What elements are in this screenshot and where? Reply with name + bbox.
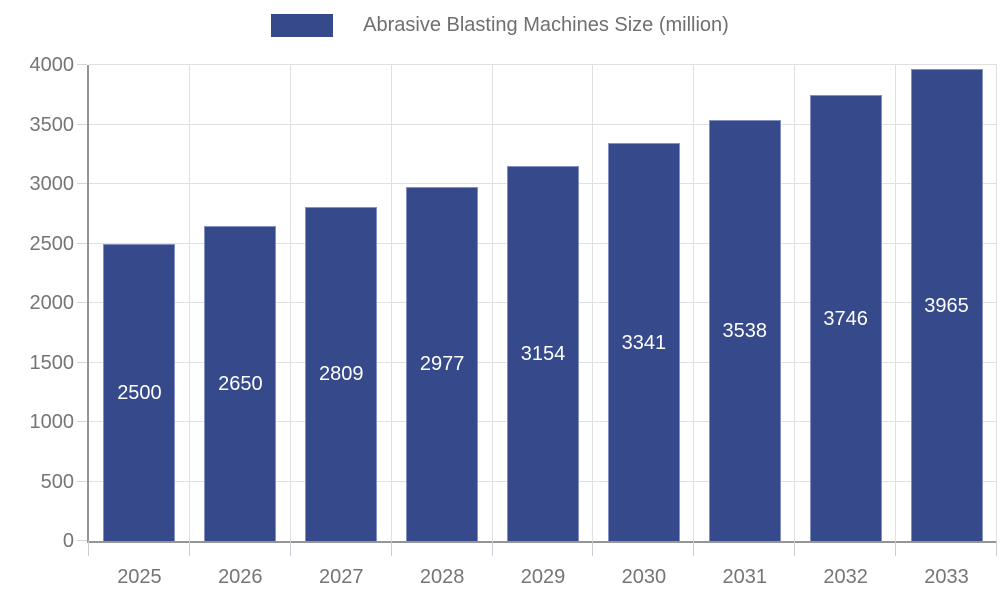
bar: 2977 (406, 186, 479, 541)
bar-value-label: 2809 (318, 363, 364, 386)
x-axis-tick (289, 541, 291, 556)
y-axis-label: 4000 (29, 54, 75, 76)
y-axis-label: 3500 (29, 113, 75, 136)
x-axis-tick (491, 541, 493, 556)
bar: 2809 (305, 206, 378, 541)
x-axis-label: 2030 (621, 566, 667, 588)
x-axis-tick (996, 541, 997, 556)
y-axis-label: 500 (40, 470, 74, 493)
x-gridline (794, 65, 796, 541)
bar: 2500 (103, 243, 176, 541)
x-gridline (390, 65, 392, 541)
bar-value-label: 2500 (117, 381, 162, 404)
bar-value-label: 3538 (722, 319, 768, 342)
x-axis-tick (895, 541, 897, 556)
y-axis-label: 3000 (29, 173, 75, 195)
x-axis-label: 2025 (117, 566, 162, 588)
legend-label: Abrasive Blasting Machines Size (million… (363, 14, 729, 36)
y-gridline (89, 64, 997, 65)
x-gridline (491, 65, 493, 541)
y-gridline (89, 123, 997, 125)
x-axis-label: 2029 (520, 566, 566, 588)
bar: 3154 (507, 165, 579, 541)
y-axis-tick (77, 540, 87, 541)
x-axis-label: 2033 (924, 566, 969, 588)
x-gridline (289, 65, 291, 541)
y-axis-tick (77, 183, 87, 184)
y-axis-label: 1500 (29, 351, 75, 374)
x-axis-label: 2028 (419, 566, 465, 588)
y-axis-label: 2500 (29, 232, 75, 255)
x-gridline (592, 65, 594, 541)
y-axis-tick (77, 480, 87, 482)
bar: 2650 (204, 225, 277, 541)
y-axis-tick (77, 64, 87, 65)
y-axis-tick (77, 302, 87, 303)
x-axis-tick (693, 541, 695, 556)
x-axis-tick (88, 541, 89, 556)
x-axis-label: 2031 (722, 566, 768, 588)
chart-legend: Abrasive Blasting Machines Size (million… (0, 14, 1000, 37)
legend-swatch (271, 14, 334, 37)
x-axis-label: 2032 (823, 566, 868, 588)
y-axis-label: 2000 (29, 292, 75, 314)
x-gridline (895, 65, 897, 541)
x-gridline (996, 65, 997, 541)
bar-value-label: 2650 (218, 372, 263, 395)
bar-value-label: 2977 (419, 353, 465, 376)
bar: 3746 (809, 95, 882, 541)
bar-value-label: 3965 (924, 294, 969, 317)
x-gridline (693, 65, 695, 541)
bar: 3965 (910, 69, 983, 541)
bar-value-label: 3746 (823, 307, 868, 330)
y-axis-tick (77, 242, 87, 244)
y-axis-tick (77, 361, 87, 363)
x-gridline (188, 65, 190, 541)
x-axis-tick (390, 541, 392, 556)
x-axis-tick (794, 541, 796, 556)
y-axis-tick (77, 123, 87, 125)
y-axis-tick (77, 421, 87, 422)
chart-plot-area: 0 500 1000 1500 2000 2500 3000 3500 4000 2500 2025… (30, 55, 997, 587)
x-axis-tick (188, 541, 190, 556)
x-axis-label: 2027 (318, 566, 364, 588)
y-axis-label: 1000 (29, 411, 75, 433)
bar: 3538 (708, 119, 781, 541)
y-axis-label: 0 (62, 530, 74, 552)
bar: 3341 (607, 143, 680, 541)
bar-value-label: 3341 (621, 331, 667, 354)
x-axis-label: 2026 (218, 566, 263, 588)
x-axis-tick (592, 541, 594, 556)
bar-value-label: 3154 (520, 342, 566, 365)
